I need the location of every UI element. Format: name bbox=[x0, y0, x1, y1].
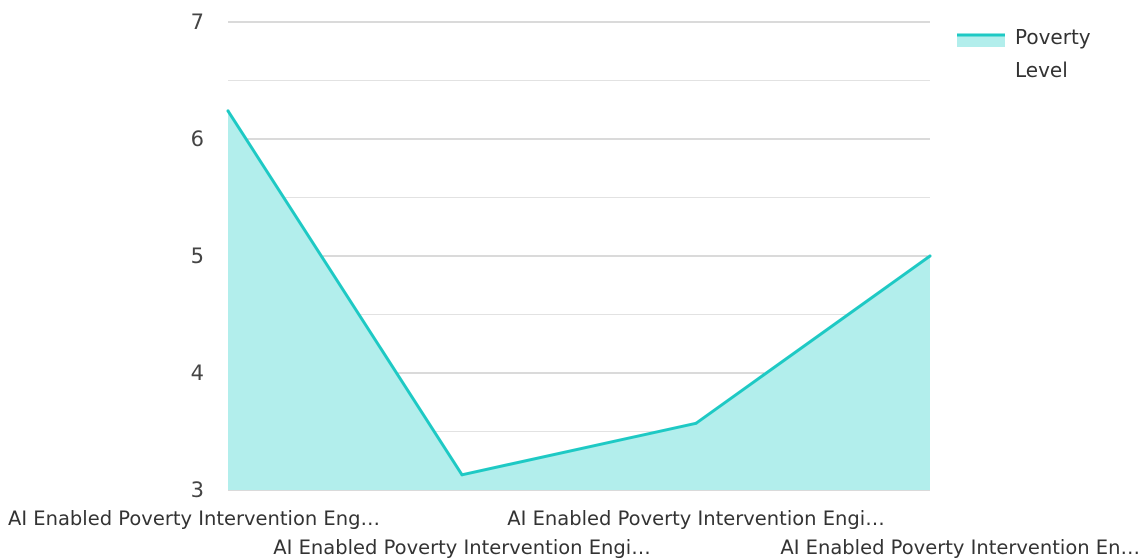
data-point bbox=[694, 421, 698, 425]
series-line bbox=[226, 110, 931, 477]
legend-label-line-1: Poverty bbox=[1015, 25, 1091, 49]
legend: Poverty Level bbox=[957, 25, 1091, 82]
legend-label-line-2: Level bbox=[1015, 58, 1068, 82]
y-tick-label: 5 bbox=[191, 244, 204, 268]
series-area bbox=[228, 110, 930, 491]
x-category-label: AI Enabled Poverty Intervention Eng… bbox=[8, 507, 380, 530]
y-tick-label: 6 bbox=[191, 127, 204, 151]
y-tick-label: 7 bbox=[191, 10, 204, 34]
series-layer bbox=[226, 109, 932, 491]
data-point bbox=[928, 254, 932, 258]
x-category-label: AI Enabled Poverty Intervention Engi… bbox=[273, 536, 650, 559]
x-category-label: AI Enabled Poverty Intervention Engi… bbox=[507, 507, 884, 530]
y-axis-ticks: 3 4 5 6 7 bbox=[191, 10, 204, 502]
x-axis-ticks: AI Enabled Poverty Intervention Eng… AI E… bbox=[8, 507, 1140, 559]
legend-swatch-fill bbox=[957, 35, 1005, 47]
data-point bbox=[226, 109, 230, 113]
y-tick-label: 3 bbox=[191, 478, 204, 502]
x-category-label: AI Enabled Poverty Intervention En… bbox=[780, 536, 1140, 559]
y-tick-label: 4 bbox=[191, 361, 204, 385]
data-point bbox=[460, 473, 464, 477]
